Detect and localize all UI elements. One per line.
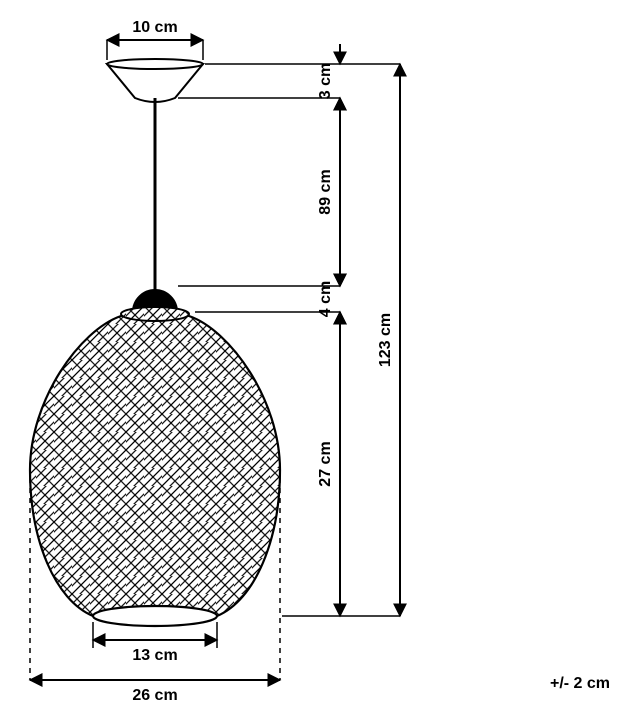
lamp-drawing xyxy=(30,59,280,680)
dimension-diagram: 10 cm 3 cm 89 cm 4 cm 27 cm 123 cm 13 cm xyxy=(0,0,630,721)
dim-shade-width: 26 cm xyxy=(30,680,280,704)
label-cup-width: 10 cm xyxy=(132,19,177,36)
label-shade-h: 27 cm xyxy=(317,441,334,486)
dim-opening-width: 13 cm xyxy=(93,622,217,664)
shade-bottom-opening xyxy=(93,606,217,626)
label-open-w: 13 cm xyxy=(132,647,177,664)
dim-cup-width: 10 cm xyxy=(107,19,203,60)
label-shade-w: 26 cm xyxy=(132,687,177,704)
label-cup-height: 3 cm xyxy=(317,63,334,99)
label-cord: 89 cm xyxy=(317,169,334,214)
dim-total-height: 123 cm xyxy=(377,64,400,616)
shade-body xyxy=(30,312,280,617)
tolerance-note: +/- 2 cm xyxy=(550,675,610,692)
label-joint: 4 cm xyxy=(317,281,334,317)
label-total: 123 cm xyxy=(377,313,394,367)
